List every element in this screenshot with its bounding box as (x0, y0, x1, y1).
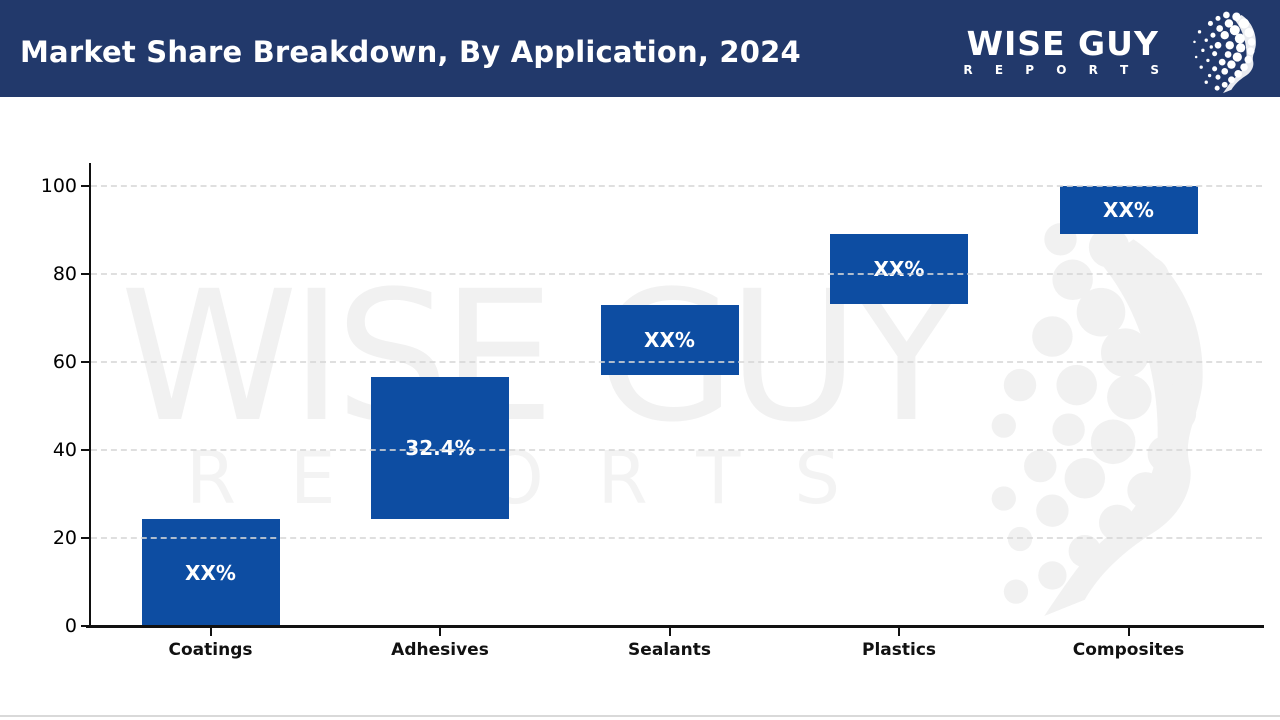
gridline-100 (91, 185, 1262, 187)
y-tick-label: 100 (40, 175, 77, 197)
brand-wordmark: WISE GUY R E P O R T S (957, 27, 1168, 77)
gridline-80 (91, 273, 1262, 275)
brand-name: WISE GUY (966, 24, 1159, 63)
x-tick-sealants (668, 628, 671, 636)
brand-logo: WISE GUY R E P O R T S (957, 10, 1264, 94)
gridline-60 (91, 361, 1262, 363)
x-tick-adhesives (439, 628, 441, 636)
bar-coatings (141, 519, 280, 626)
watermark-wordmark: WISE GUY (120, 253, 961, 462)
y-tick-40 (81, 449, 89, 451)
y-tick-label: 40 (52, 439, 77, 461)
bar-composites (1059, 186, 1198, 234)
x-tick-composites (1127, 628, 1130, 636)
bar-adhesives (371, 376, 509, 520)
bottom-divider (0, 715, 1280, 717)
gridline-20 (91, 537, 1262, 539)
y-tick-60 (81, 361, 89, 363)
watermark-face-icon (991, 223, 1203, 616)
header: Market Share Breakdown, By Application, … (0, 0, 1280, 97)
y-tick-100 (81, 185, 89, 187)
category-label-coatings: Coatings (168, 640, 253, 660)
y-tick-80 (81, 273, 89, 275)
category-label-plastics: Plastics (861, 640, 937, 660)
bar-value-label: XX% (873, 256, 925, 281)
category-label-adhesives: Adhesives (391, 640, 489, 660)
gridline-40 (91, 449, 1262, 451)
brand-subname: R E P O R T S (963, 63, 1168, 77)
x-axis-line (86, 625, 1264, 628)
x-tick-plastics (898, 628, 900, 636)
y-tick-label: 60 (52, 351, 77, 373)
bar-value-label: XX% (185, 560, 236, 585)
y-tick-label: 0 (64, 615, 77, 637)
page-title: Market Share Breakdown, By Application, … (20, 34, 801, 69)
watermark-subword: REPORTS (186, 436, 895, 520)
dotted-face-icon (1193, 11, 1256, 94)
bar-plastics (830, 233, 968, 304)
x-tick-coatings (209, 628, 212, 636)
y-tick-0 (81, 625, 89, 627)
category-label-sealants: Sealants (628, 640, 711, 660)
bar-value-label: XX% (644, 328, 695, 352)
y-tick-label: 80 (52, 263, 77, 285)
bar-sealants (600, 304, 739, 376)
bar-value-label: 32.4% (405, 435, 475, 460)
y-tick-label: 20 (52, 527, 77, 549)
y-axis-line (89, 163, 91, 627)
bar-value-label: XX% (1103, 197, 1154, 222)
category-label-composites: Composites (1072, 640, 1185, 660)
y-tick-20 (81, 537, 89, 539)
